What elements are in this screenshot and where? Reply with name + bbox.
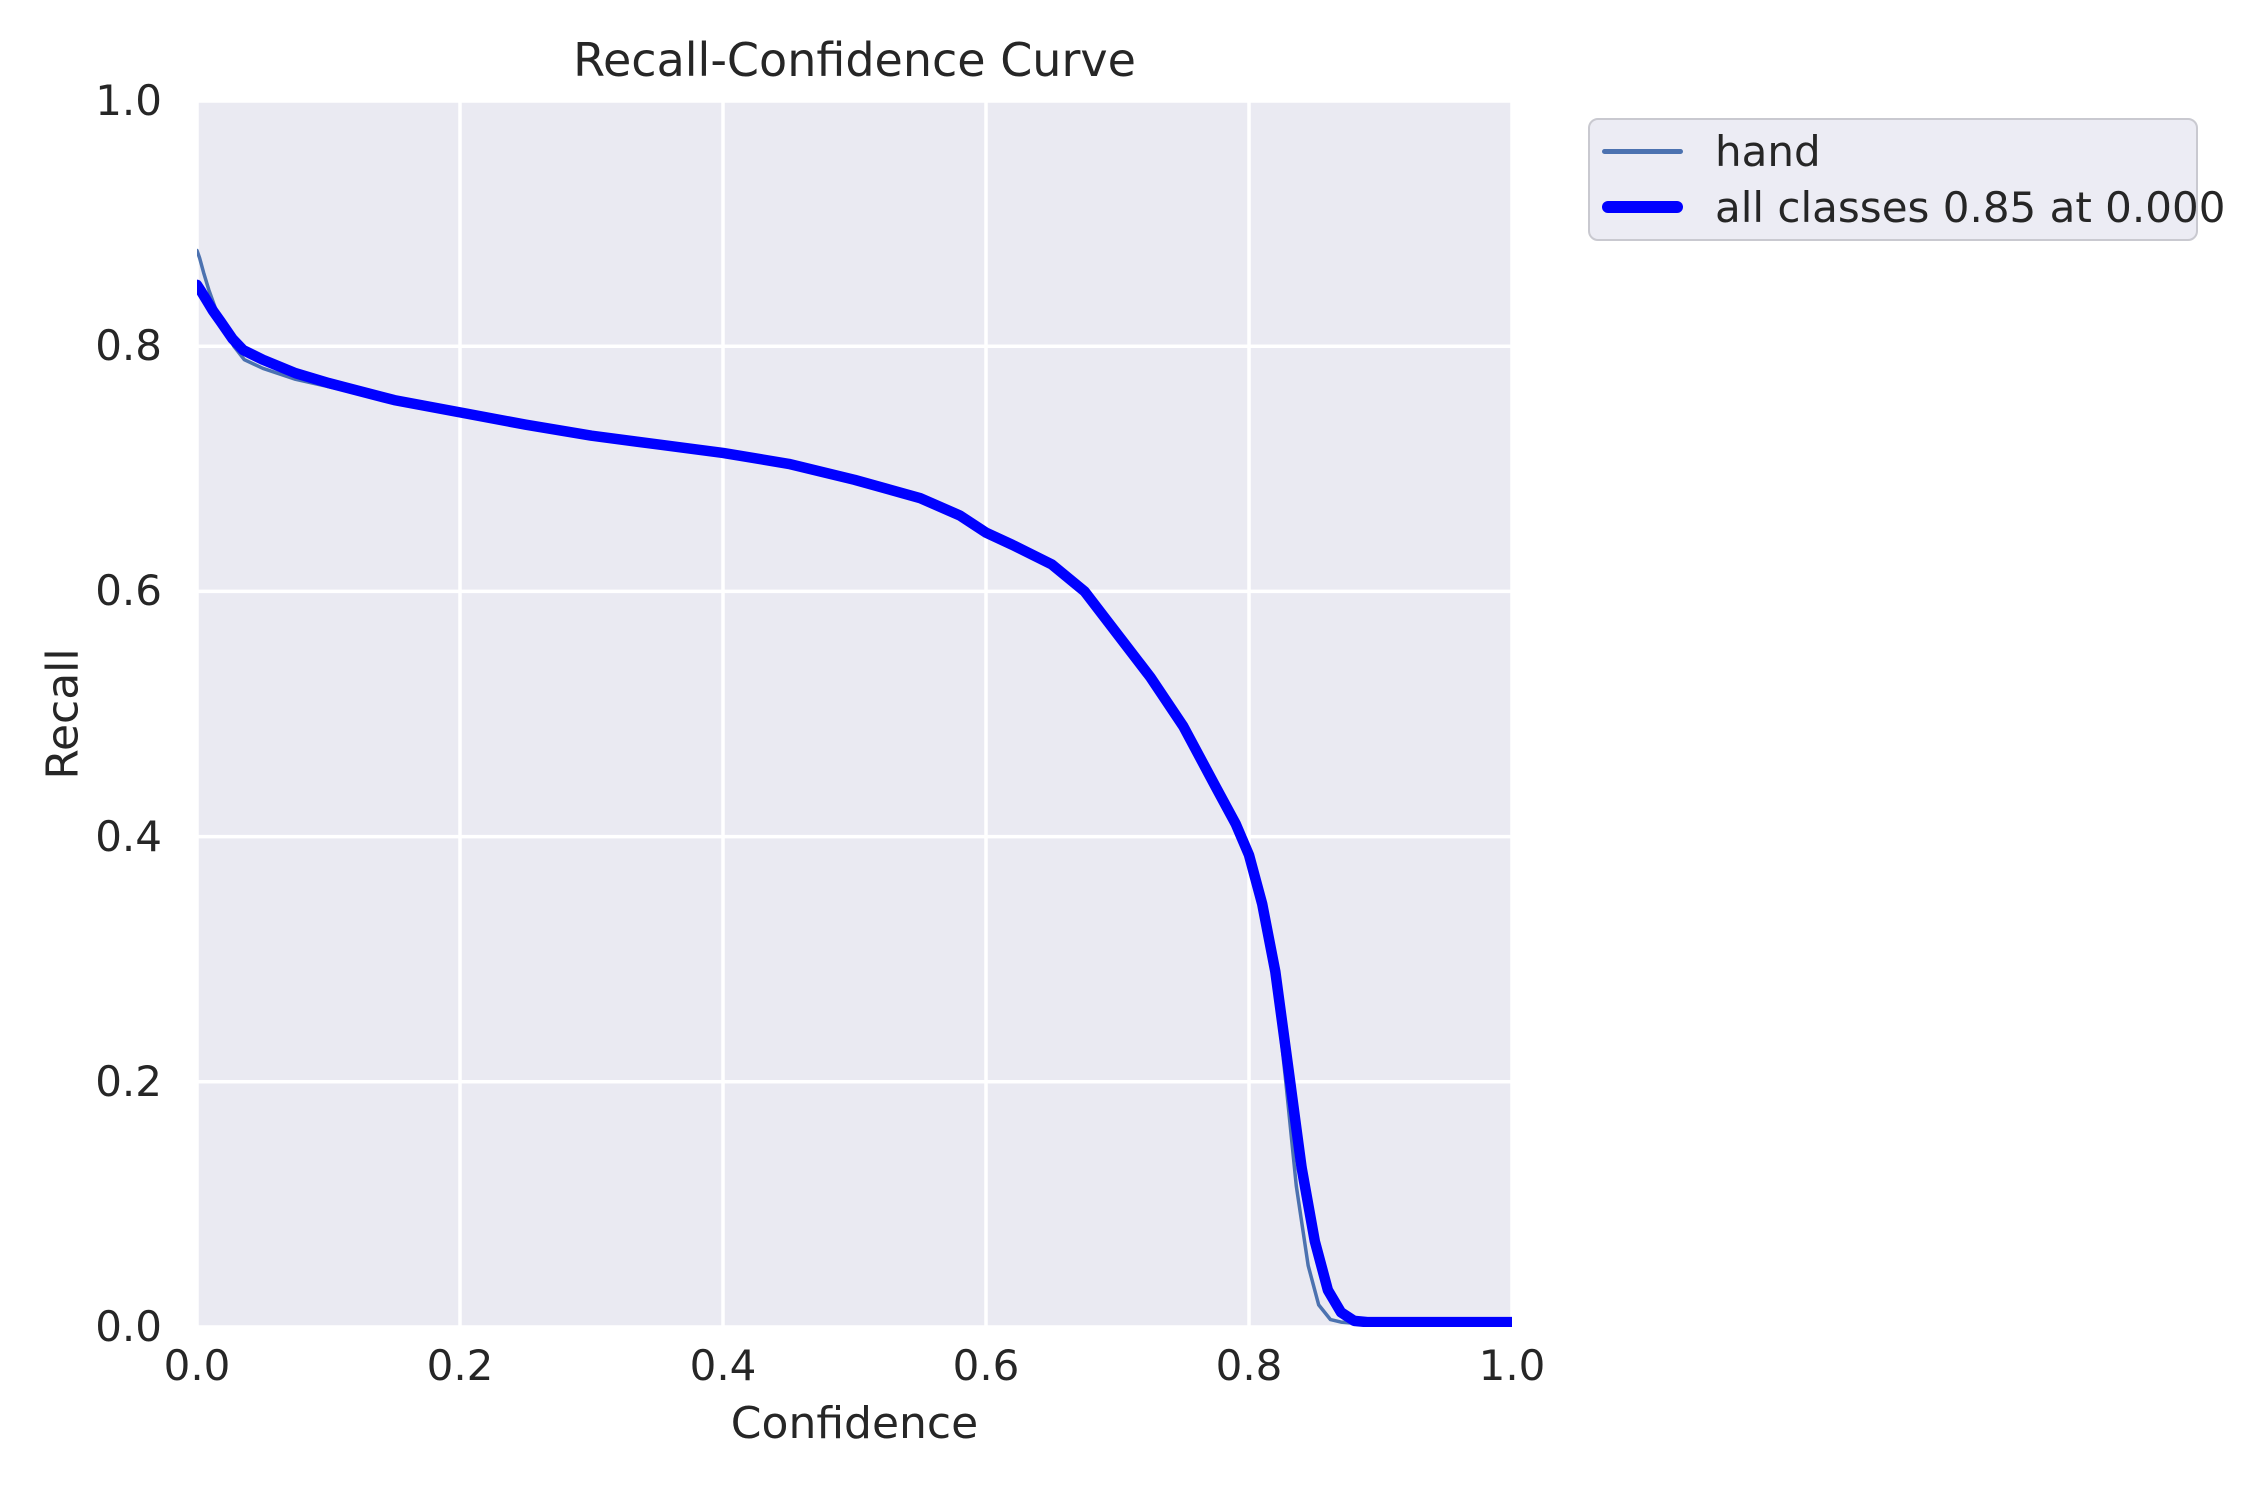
legend-label-hand: hand xyxy=(1715,126,1821,176)
recall-confidence-curve-svg xyxy=(197,101,1512,1327)
x-tick-label: 1.0 xyxy=(1478,1341,1546,1390)
y-tick-label: 0.6 xyxy=(95,566,162,616)
y-tick-label: 1.0 xyxy=(95,76,162,125)
y-axis-label: Recall xyxy=(37,648,89,780)
chart-title: Recall-Confidence Curve xyxy=(573,33,1136,87)
y-tick-label: 0.8 xyxy=(95,321,162,371)
y-tick-label: 0.2 xyxy=(95,1056,162,1106)
x-tick-label: 0.4 xyxy=(689,1341,757,1390)
legend-entry-hand: hand xyxy=(1590,126,2196,176)
plot-area xyxy=(197,101,1512,1327)
x-tick-label: 0.0 xyxy=(163,1341,231,1390)
all-classes-line-swatch xyxy=(1602,201,1683,213)
legend-box: hand all classes 0.85 at 0.000 xyxy=(1588,118,2225,241)
legend-entry-all-classes: all classes 0.85 at 0.000 xyxy=(1590,183,2225,232)
y-tick-label: 0.4 xyxy=(95,811,162,861)
x-tick-label: 0.8 xyxy=(1215,1341,1283,1390)
legend-label-all-classes: all classes 0.85 at 0.000 xyxy=(1715,182,2226,232)
x-tick-label: 0.2 xyxy=(426,1341,494,1390)
x-axis-label: Confidence xyxy=(730,1398,979,1449)
curve-all xyxy=(197,279,1512,1327)
y-tick-label: 0.0 xyxy=(95,1302,162,1351)
curve-hand xyxy=(197,248,1512,1326)
x-tick-label: 0.6 xyxy=(952,1341,1020,1390)
hand-line-swatch xyxy=(1602,148,1683,154)
